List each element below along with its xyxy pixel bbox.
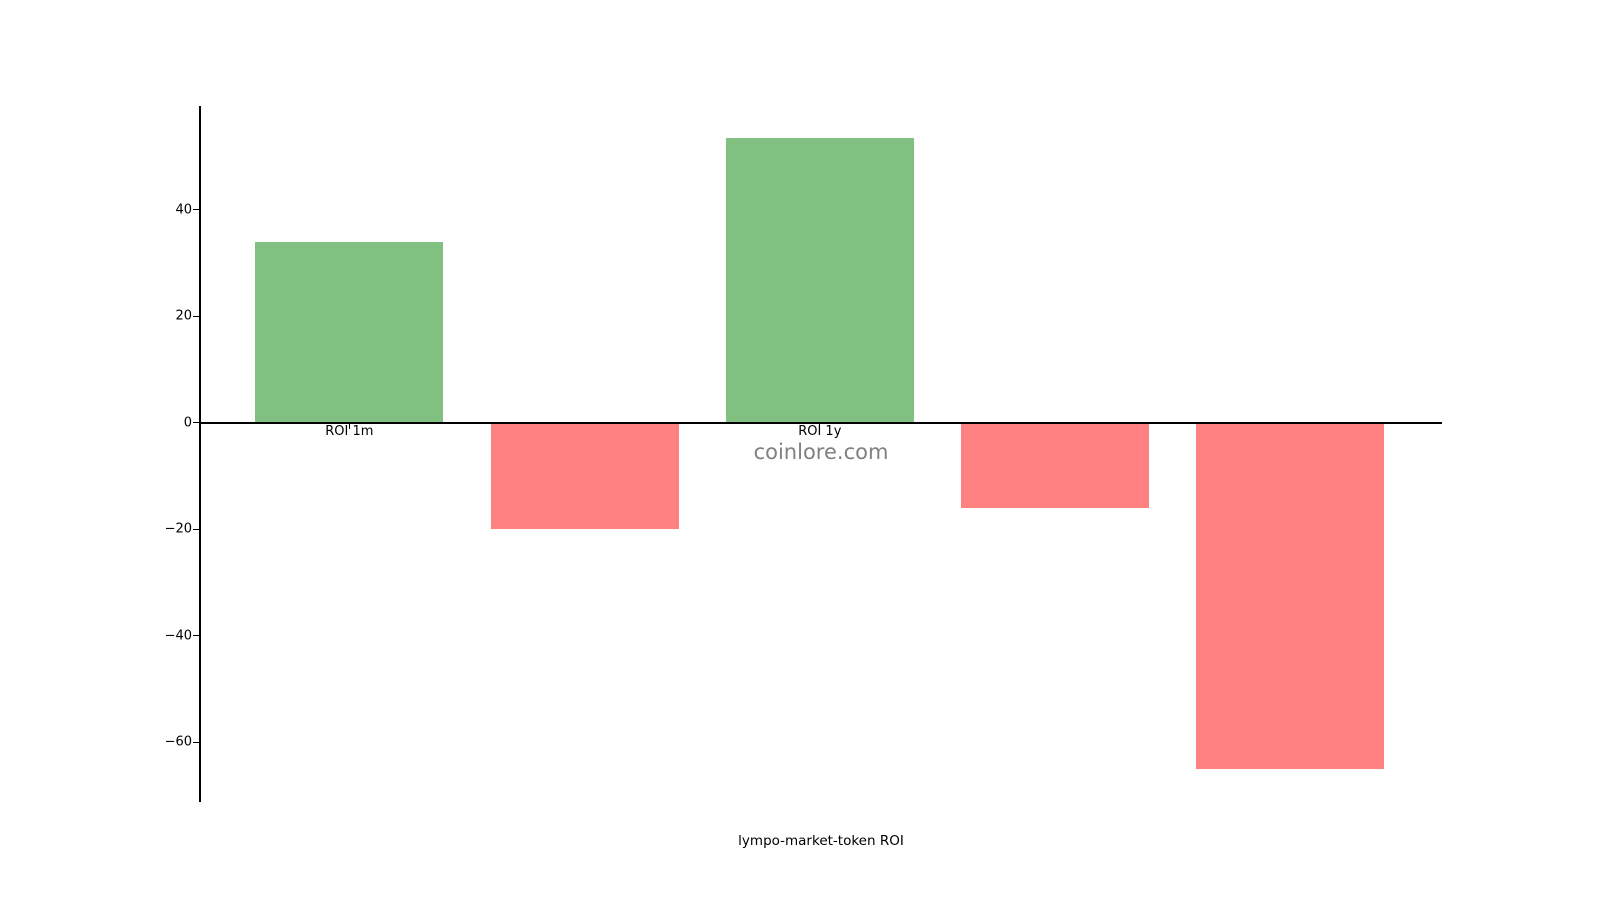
- watermark: coinlore.com: [753, 440, 889, 464]
- bar: [1196, 422, 1385, 769]
- bar: [960, 422, 1150, 509]
- x-tick: [819, 422, 821, 429]
- y-tick-label: 40: [175, 202, 192, 218]
- y-tick: [193, 528, 200, 530]
- x-axis-zero-line: [200, 422, 1442, 424]
- y-tick-label: −20: [164, 521, 192, 537]
- y-tick: [193, 209, 200, 211]
- y-axis-spine: [199, 106, 201, 802]
- y-tick: [193, 315, 200, 317]
- chart-title: lympo-market-token ROI: [738, 833, 904, 849]
- y-tick-label: −60: [164, 734, 192, 750]
- bar: [725, 137, 914, 423]
- x-tick-label: ROI 1m: [325, 423, 374, 439]
- x-tick: [348, 422, 350, 429]
- bar: [490, 422, 679, 530]
- y-tick: [193, 422, 200, 424]
- y-tick-label: −40: [164, 628, 192, 644]
- y-tick: [193, 635, 200, 637]
- y-tick-label: 20: [175, 308, 192, 324]
- bar: [255, 241, 444, 423]
- y-tick: [193, 741, 200, 743]
- y-tick-label: 0: [183, 415, 192, 431]
- x-tick-label: ROI 1y: [798, 423, 842, 439]
